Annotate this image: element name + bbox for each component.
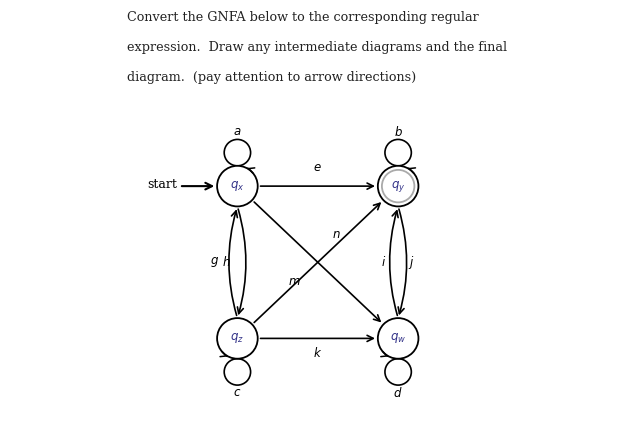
Text: $\mathit{c}$: $\mathit{c}$ bbox=[233, 386, 242, 399]
Text: $\mathit{d}$: $\mathit{d}$ bbox=[393, 386, 403, 400]
Text: $q_x$: $q_x$ bbox=[230, 179, 245, 193]
Text: $\mathit{a}$: $\mathit{a}$ bbox=[233, 125, 242, 138]
Text: $\mathit{k}$: $\mathit{k}$ bbox=[313, 346, 323, 360]
Circle shape bbox=[217, 318, 258, 359]
Text: start: start bbox=[147, 179, 177, 191]
Text: $q_z$: $q_z$ bbox=[231, 331, 244, 346]
Text: expression.  Draw any intermediate diagrams and the final: expression. Draw any intermediate diagra… bbox=[128, 41, 507, 54]
Text: diagram.  (pay attention to arrow directions): diagram. (pay attention to arrow directi… bbox=[128, 71, 417, 85]
Circle shape bbox=[378, 318, 419, 359]
Text: $\mathit{j}$: $\mathit{j}$ bbox=[408, 254, 414, 271]
Text: $\mathit{b}$: $\mathit{b}$ bbox=[393, 125, 402, 139]
Text: $\mathit{h}$: $\mathit{h}$ bbox=[222, 255, 231, 269]
Text: $\mathit{e}$: $\mathit{e}$ bbox=[314, 161, 322, 173]
Text: $\mathit{m}$: $\mathit{m}$ bbox=[288, 275, 301, 288]
Circle shape bbox=[217, 166, 258, 206]
Circle shape bbox=[378, 166, 419, 206]
Text: $q_y$: $q_y$ bbox=[391, 179, 405, 194]
Text: $\mathit{n}$: $\mathit{n}$ bbox=[332, 228, 341, 241]
Text: $\mathit{g}$: $\mathit{g}$ bbox=[210, 255, 218, 269]
Text: Convert the GNFA below to the corresponding regular: Convert the GNFA below to the correspond… bbox=[128, 11, 479, 24]
Text: $\mathit{i}$: $\mathit{i}$ bbox=[381, 255, 386, 269]
Text: $q_w$: $q_w$ bbox=[390, 331, 406, 346]
